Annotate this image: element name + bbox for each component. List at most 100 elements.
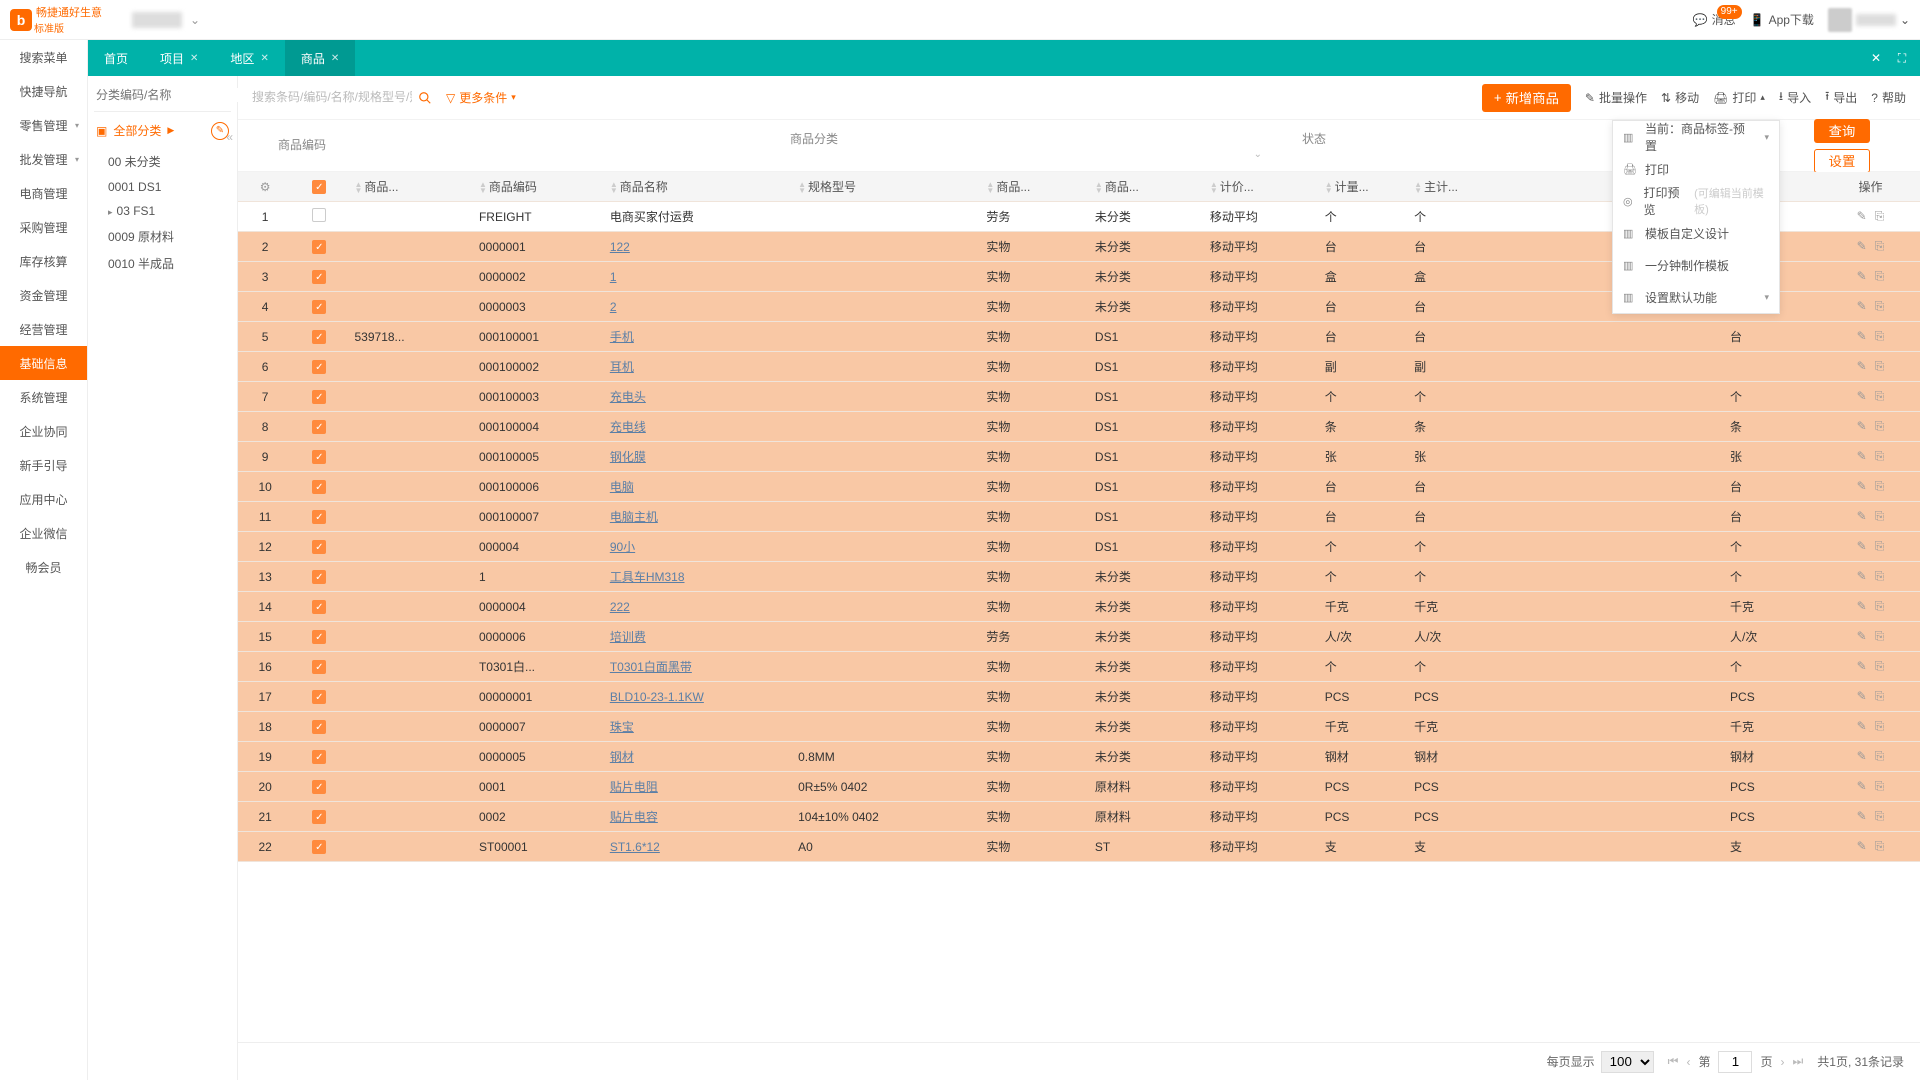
- table-row[interactable]: 22✓ST00001ST1.6*12A0实物ST移动平均支支支✎⎘: [238, 832, 1920, 862]
- edit-row-icon[interactable]: ✎: [1857, 689, 1867, 704]
- sidebar-item[interactable]: 批发管理▾: [0, 142, 87, 176]
- row-checkbox[interactable]: ✓: [312, 600, 326, 614]
- table-row[interactable]: 6✓000100002耳机实物DS1移动平均副副✎⎘: [238, 352, 1920, 382]
- select-all-checkbox[interactable]: ✓: [312, 180, 326, 194]
- more-row-icon[interactable]: ⎘: [1875, 569, 1885, 584]
- search-icon[interactable]: [418, 90, 432, 105]
- sidebar-item[interactable]: 企业协同: [0, 414, 87, 448]
- product-name-link[interactable]: 充电线: [610, 420, 646, 434]
- row-checkbox[interactable]: ✓: [312, 270, 326, 284]
- row-checkbox[interactable]: [312, 208, 326, 222]
- edit-row-icon[interactable]: ✎: [1857, 659, 1867, 674]
- product-name-link[interactable]: 贴片电容: [610, 810, 658, 824]
- row-checkbox[interactable]: ✓: [312, 780, 326, 794]
- table-row[interactable]: 19✓0000005钢材0.8MM实物未分类移动平均钢材钢材钢材✎⎘: [238, 742, 1920, 772]
- product-name-link[interactable]: T0301白面黑带: [610, 660, 692, 674]
- table-row[interactable]: 13✓1工具车HM318实物未分类移动平均个个个✎⎘: [238, 562, 1920, 592]
- row-checkbox[interactable]: ✓: [312, 420, 326, 434]
- app-download-button[interactable]: 📱 App下载: [1750, 11, 1814, 28]
- sidebar-item[interactable]: 资金管理: [0, 278, 87, 312]
- table-row[interactable]: 8✓000100004充电线实物DS1移动平均条条条✎⎘: [238, 412, 1920, 442]
- more-row-icon[interactable]: ⎘: [1875, 779, 1885, 794]
- collapse-tree-icon[interactable]: «: [226, 130, 233, 144]
- tree-root[interactable]: ▣ 全部分类 ▶ ✎: [96, 122, 229, 140]
- sidebar-item[interactable]: 应用中心: [0, 482, 87, 516]
- sidebar-item[interactable]: 经营管理: [0, 312, 87, 346]
- row-checkbox[interactable]: ✓: [312, 630, 326, 644]
- sidebar-item[interactable]: 畅会员: [0, 550, 87, 584]
- table-row[interactable]: 14✓0000004222实物未分类移动平均千克千克千克✎⎘: [238, 592, 1920, 622]
- edit-row-icon[interactable]: ✎: [1857, 359, 1867, 374]
- product-name-link[interactable]: 122: [610, 240, 630, 254]
- product-name-link[interactable]: 222: [610, 600, 630, 614]
- prev-page-button[interactable]: ‹: [1686, 1055, 1690, 1069]
- more-row-icon[interactable]: ⎘: [1875, 809, 1885, 824]
- product-search-input[interactable]: [252, 90, 412, 104]
- edit-row-icon[interactable]: ✎: [1857, 809, 1867, 824]
- column-header[interactable]: ▲▼商品编码: [471, 172, 602, 202]
- edit-row-icon[interactable]: ✎: [1857, 719, 1867, 734]
- filter-product-code[interactable]: 商品编码: [278, 136, 750, 156]
- more-row-icon[interactable]: ⎘: [1875, 419, 1885, 434]
- row-checkbox[interactable]: ✓: [312, 720, 326, 734]
- row-checkbox[interactable]: ✓: [312, 360, 326, 374]
- import-button[interactable]: ⭳导入: [1779, 87, 1811, 108]
- edit-row-icon[interactable]: ✎: [1857, 419, 1867, 434]
- edit-row-icon[interactable]: ✎: [1857, 479, 1867, 494]
- dropdown-item[interactable]: ◎打印预览(可编辑当前模板): [1613, 185, 1779, 217]
- product-name-link[interactable]: 工具车HM318: [610, 570, 685, 584]
- product-name-link[interactable]: 电脑主机: [610, 510, 658, 524]
- product-name-link[interactable]: 钢化膜: [610, 450, 646, 464]
- row-checkbox[interactable]: ✓: [312, 510, 326, 524]
- close-icon[interactable]: ✕: [260, 53, 268, 64]
- edit-row-icon[interactable]: ✎: [1857, 389, 1867, 404]
- more-row-icon[interactable]: ⎘: [1875, 329, 1885, 344]
- batch-action-button[interactable]: ✎批量操作: [1585, 89, 1647, 106]
- table-row[interactable]: 20✓0001贴片电阻0R±5% 0402实物原材料移动平均PCSPCSPCS✎…: [238, 772, 1920, 802]
- add-product-button[interactable]: + 新增商品: [1482, 84, 1571, 112]
- table-row[interactable]: 21✓0002贴片电容104±10% 0402实物原材料移动平均PCSPCSPC…: [238, 802, 1920, 832]
- more-row-icon[interactable]: ⎘: [1875, 839, 1885, 854]
- close-all-tabs-icon[interactable]: ✕: [1868, 51, 1884, 65]
- row-checkbox[interactable]: ✓: [312, 480, 326, 494]
- row-checkbox[interactable]: ✓: [312, 840, 326, 854]
- edit-row-icon[interactable]: ✎: [1857, 449, 1867, 464]
- product-name-link[interactable]: 1: [610, 270, 617, 284]
- sidebar-item[interactable]: 电商管理: [0, 176, 87, 210]
- sidebar-item[interactable]: 搜索菜单: [0, 40, 87, 74]
- dropdown-item[interactable]: ▥一分钟制作模板: [1613, 249, 1779, 281]
- page-size-select[interactable]: 100: [1601, 1051, 1654, 1073]
- row-checkbox[interactable]: ✓: [312, 300, 326, 314]
- more-row-icon[interactable]: ⎘: [1875, 359, 1885, 374]
- table-row[interactable]: 11✓000100007电脑主机实物DS1移动平均台台台✎⎘: [238, 502, 1920, 532]
- product-name-link[interactable]: 培训费: [610, 630, 646, 644]
- tree-search-input[interactable]: [96, 88, 251, 102]
- last-page-button[interactable]: ⏭: [1792, 1054, 1803, 1069]
- product-name-link[interactable]: 90小: [610, 540, 635, 554]
- sidebar-item[interactable]: 系统管理: [0, 380, 87, 414]
- product-name-link[interactable]: BLD10-23-1.1KW: [610, 690, 704, 704]
- column-header[interactable]: ▲▼商品...: [978, 172, 1087, 202]
- row-checkbox[interactable]: ✓: [312, 330, 326, 344]
- first-page-button[interactable]: ⏮: [1668, 1054, 1679, 1069]
- more-row-icon[interactable]: ⎘: [1875, 599, 1885, 614]
- column-header[interactable]: ▲▼商品...: [1087, 172, 1202, 202]
- more-row-icon[interactable]: ⎘: [1875, 629, 1885, 644]
- edit-row-icon[interactable]: ✎: [1857, 239, 1867, 254]
- gear-icon[interactable]: ⚙: [260, 180, 271, 194]
- edit-row-icon[interactable]: ✎: [1857, 839, 1867, 854]
- edit-row-icon[interactable]: ✎: [1857, 269, 1867, 284]
- tree-node[interactable]: 00 未分类: [94, 148, 231, 175]
- org-selector[interactable]: ⌄: [132, 12, 200, 28]
- column-header[interactable]: ▲▼商品...: [347, 172, 471, 202]
- more-filters-button[interactable]: ▽ 更多条件 ▾: [446, 89, 516, 106]
- user-menu[interactable]: ⌄: [1828, 8, 1910, 32]
- sidebar-item[interactable]: 新手引导: [0, 448, 87, 482]
- messages-button[interactable]: 💬 消息 99+: [1693, 11, 1736, 28]
- column-header[interactable]: ▲▼商品名称: [602, 172, 790, 202]
- row-checkbox[interactable]: ✓: [312, 690, 326, 704]
- sidebar-item[interactable]: 零售管理▾: [0, 108, 87, 142]
- print-button[interactable]: 🖨打印▴: [1713, 89, 1765, 106]
- more-row-icon[interactable]: ⎘: [1875, 209, 1885, 224]
- row-checkbox[interactable]: ✓: [312, 450, 326, 464]
